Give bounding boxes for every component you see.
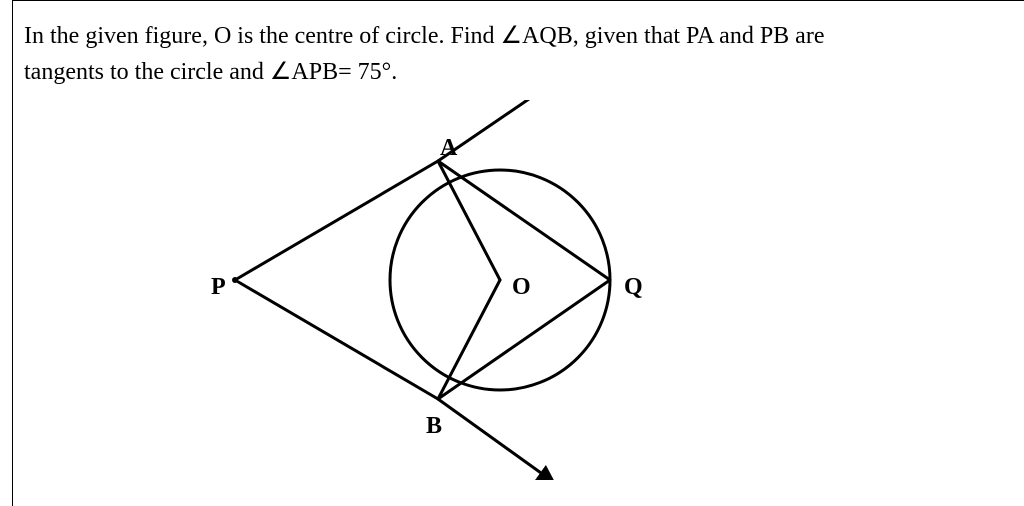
left-border — [12, 0, 13, 506]
label-a: A — [440, 135, 457, 162]
top-border — [12, 0, 1024, 1]
problem-statement: In the given figure, O is the centre of … — [24, 18, 1000, 90]
label-b: B — [426, 413, 442, 440]
label-o: O — [512, 274, 531, 301]
angle-aqb: ∠AQB — [501, 23, 573, 49]
text-part-1: In the given figure, O is the centre of … — [24, 23, 501, 49]
label-p: P — [211, 274, 226, 301]
geometry-figure: P A B O Q — [200, 100, 700, 480]
text-part-4: = 75°. — [338, 59, 397, 85]
angle-apb: ∠APB — [270, 59, 338, 85]
text-part-3: tangents to the circle and — [24, 59, 270, 85]
label-q: Q — [624, 274, 643, 301]
text-part-2: , given that PA and PB are — [573, 23, 825, 49]
